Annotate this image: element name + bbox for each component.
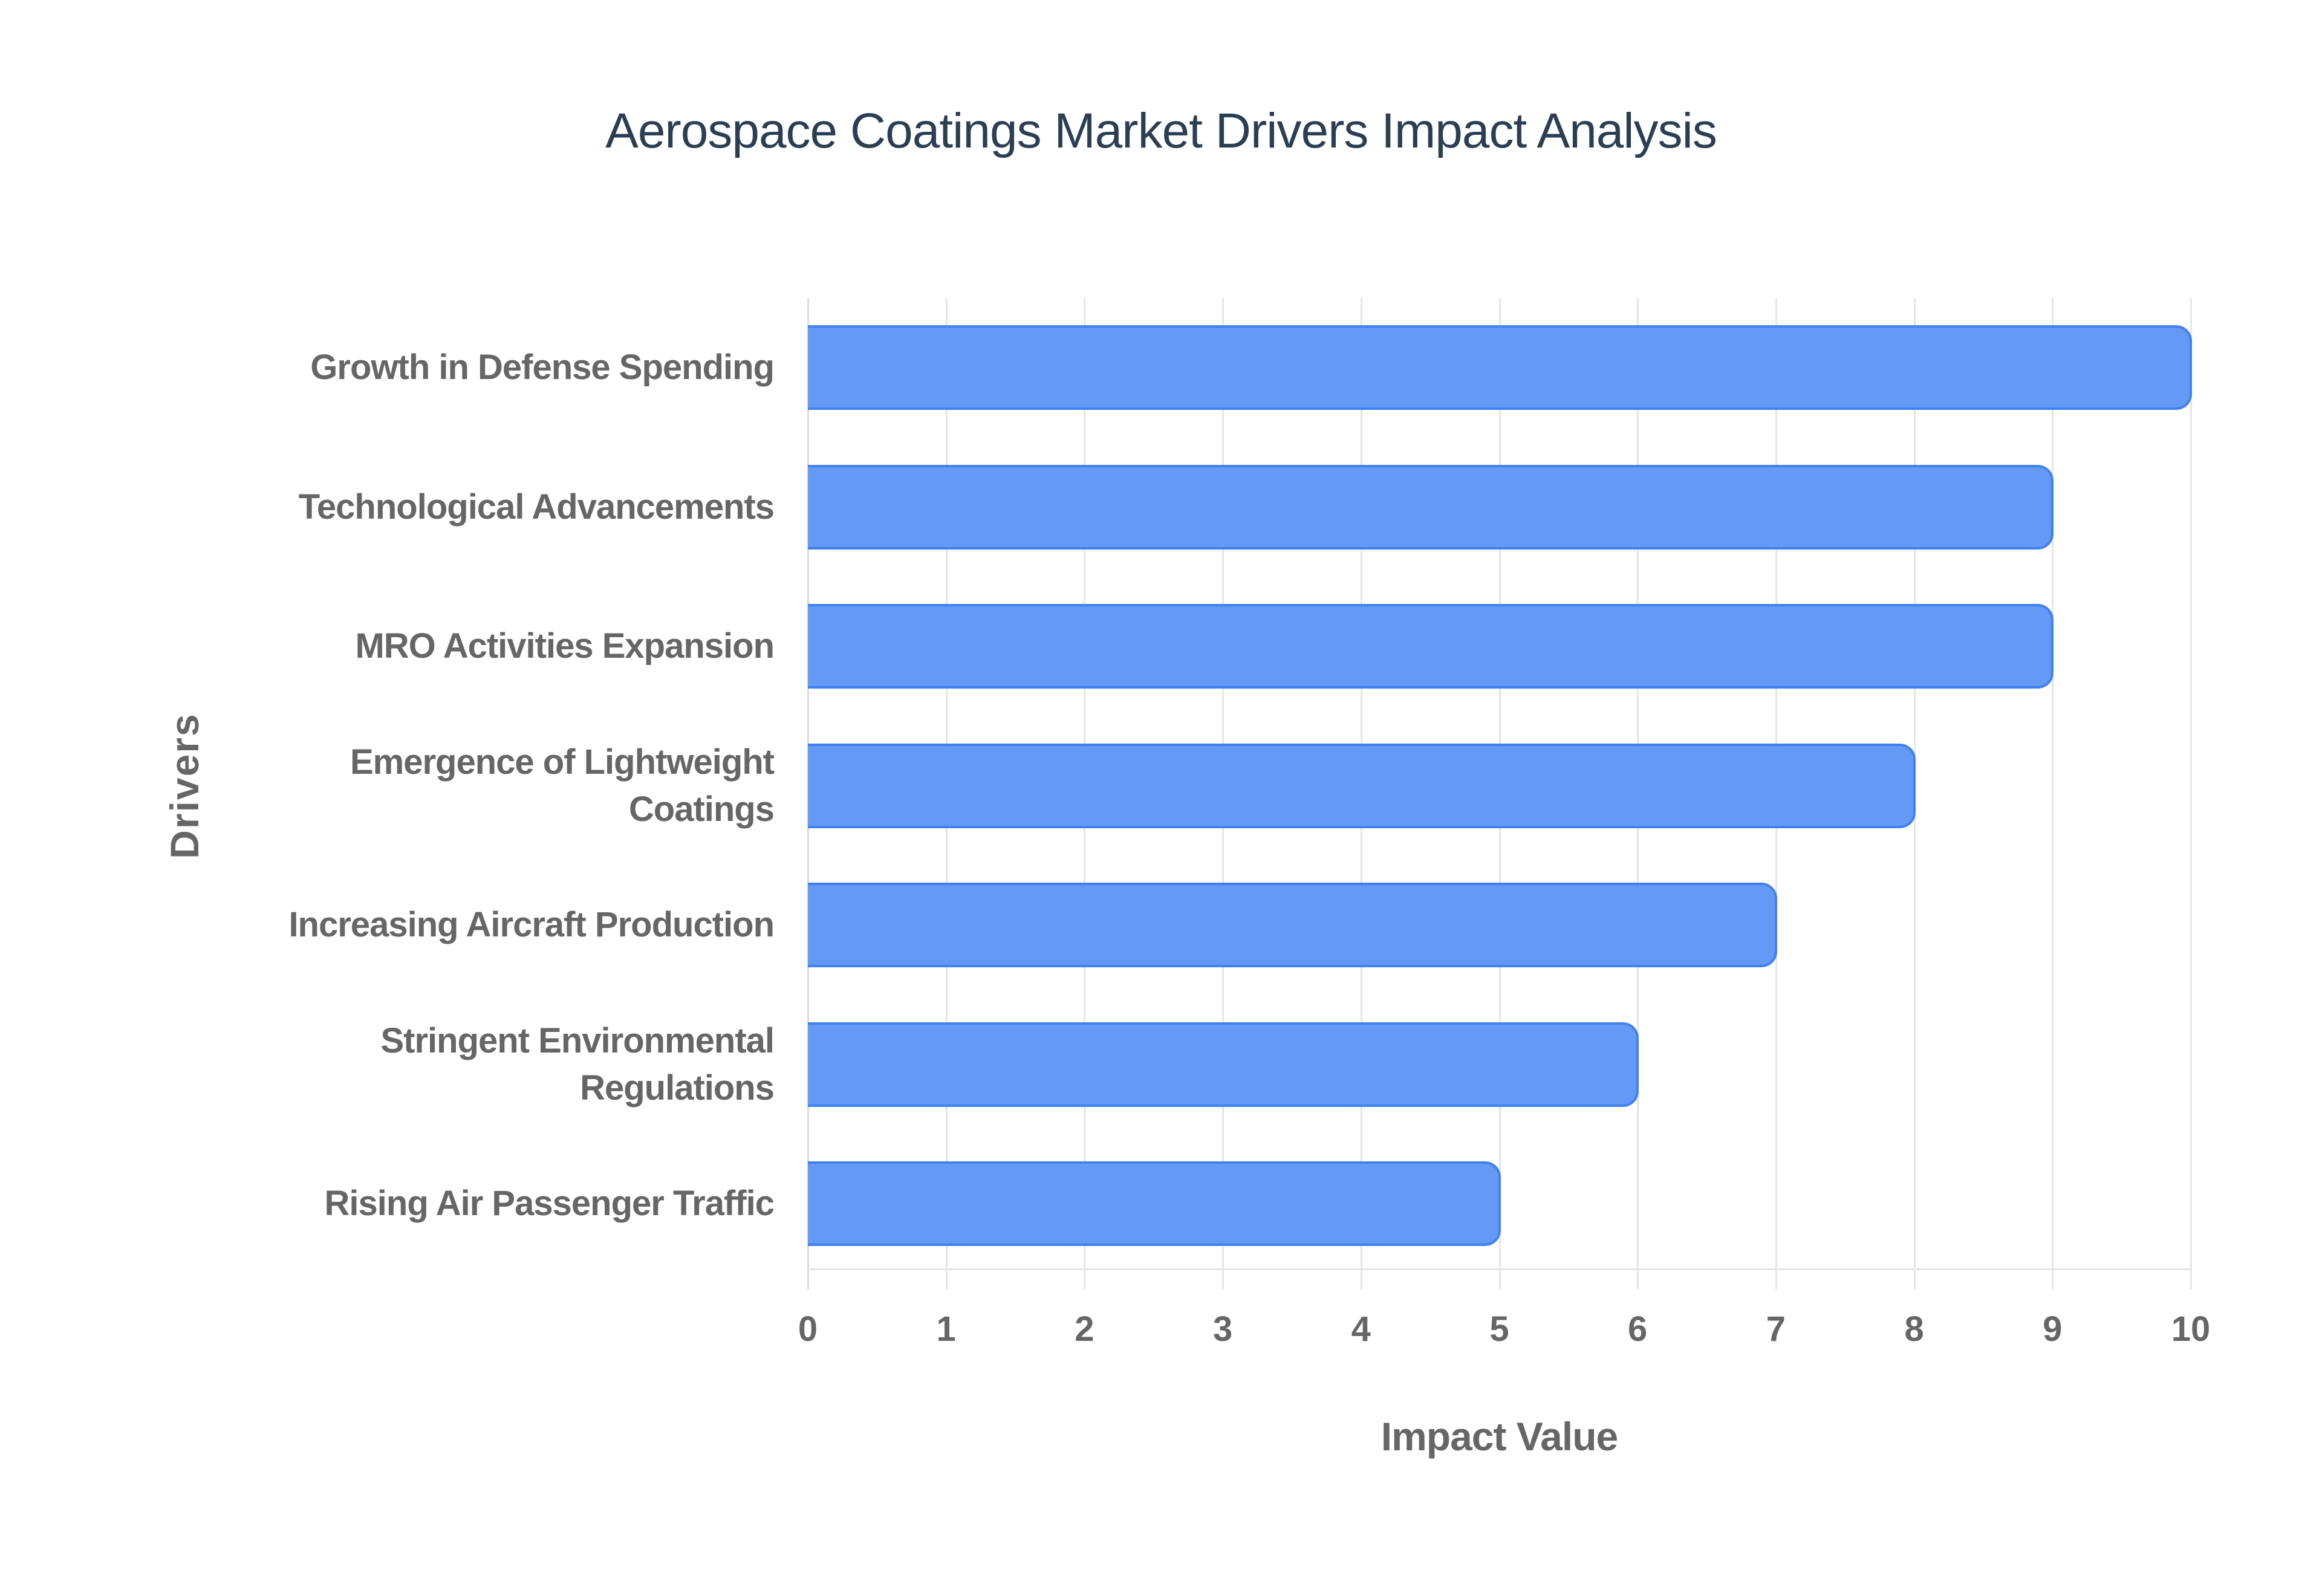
gridline <box>2190 298 2192 1289</box>
bar[interactable] <box>808 883 1777 967</box>
bar[interactable] <box>808 743 1916 828</box>
bar[interactable] <box>808 464 2054 550</box>
bar[interactable] <box>808 1022 1639 1107</box>
y-tick-label: Rising Air Passenger Traffic <box>324 1184 775 1223</box>
x-tick-label: 10 <box>2171 1309 2211 1349</box>
x-tick-label: 1 <box>936 1309 956 1349</box>
gridline <box>2052 298 2054 1289</box>
y-tick-label: Growth in Defense Spending <box>310 348 775 387</box>
x-tick-label: 3 <box>1212 1309 1233 1349</box>
x-tick-label: 8 <box>1904 1309 1924 1349</box>
chart-title: Aerospace Coatings Market Drivers Impact… <box>605 103 1717 158</box>
y-tick-label: Emergence of Lightweight Coatings <box>350 742 775 829</box>
x-tick-label: 4 <box>1351 1309 1371 1349</box>
x-tick-label: 2 <box>1075 1309 1094 1349</box>
bar[interactable] <box>808 325 2192 410</box>
x-tick-label: 5 <box>1489 1309 1509 1349</box>
x-tick-label: 7 <box>1766 1309 1786 1349</box>
bar[interactable] <box>808 604 2054 689</box>
x-tick-label: 9 <box>2043 1309 2063 1349</box>
x-axis-title: Impact Value <box>1381 1414 1619 1459</box>
x-tick-label: 6 <box>1628 1309 1648 1349</box>
y-tick-label: MRO Activities Expansion <box>355 626 775 666</box>
plot-area <box>807 298 2192 1289</box>
x-tick-label: 0 <box>798 1309 818 1349</box>
y-tick-label: Technological Advancements <box>298 487 775 527</box>
y-tick-label: Increasing Aircraft Production <box>288 905 775 944</box>
y-tick-label: Stringent Environmental Regulations <box>380 1020 775 1108</box>
bar[interactable] <box>808 1161 1501 1246</box>
